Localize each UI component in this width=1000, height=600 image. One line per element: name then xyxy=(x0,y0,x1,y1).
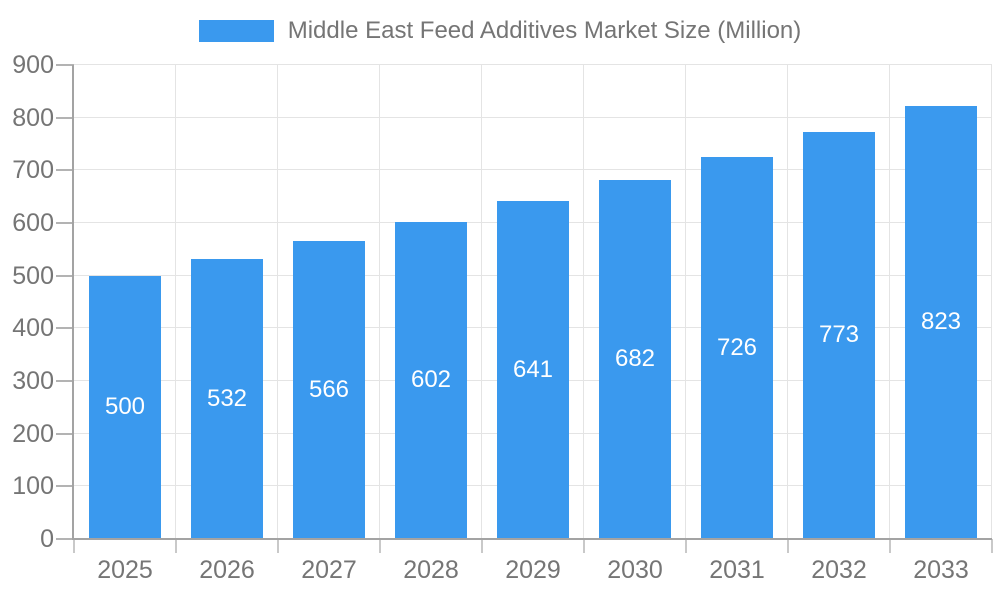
x-axis-tick xyxy=(277,539,279,553)
gridline-horizontal xyxy=(74,116,992,118)
y-axis-tick-label: 0 xyxy=(40,525,54,553)
gridline-vertical xyxy=(787,65,788,539)
bar-2031 xyxy=(701,156,773,539)
y-axis-tick xyxy=(56,64,74,66)
x-axis-tick-label: 2027 xyxy=(301,556,357,584)
x-axis-tick xyxy=(787,539,789,553)
x-axis-tick-label: 2028 xyxy=(403,556,459,584)
gridline-vertical xyxy=(481,65,482,539)
x-axis-tick xyxy=(991,539,993,553)
bar-value-label: 773 xyxy=(818,321,860,349)
y-axis-tick-label: 300 xyxy=(12,367,54,395)
legend-label: Middle East Feed Additives Market Size (… xyxy=(287,17,802,44)
gridline-horizontal xyxy=(74,64,992,65)
bar-value-label: 602 xyxy=(410,366,452,394)
y-axis-tick-label: 900 xyxy=(12,51,54,79)
x-axis-tick xyxy=(175,539,177,553)
gridline-vertical xyxy=(583,65,584,539)
chart-legend: Middle East Feed Additives Market Size (… xyxy=(0,17,1000,45)
bar-2032 xyxy=(803,131,875,539)
bar-value-label: 566 xyxy=(308,375,350,403)
bar-value-label: 682 xyxy=(614,345,656,373)
x-axis-tick-label: 2032 xyxy=(811,556,867,584)
gridline-vertical xyxy=(991,65,992,539)
y-axis-tick xyxy=(56,538,74,540)
y-axis-tick xyxy=(56,485,74,488)
y-axis-tick-label: 200 xyxy=(12,419,54,448)
x-axis-tick xyxy=(481,539,483,553)
bar-value-label: 532 xyxy=(206,384,248,412)
y-axis-tick-label: 600 xyxy=(12,209,54,237)
x-axis-tick xyxy=(379,539,381,553)
bar-2033 xyxy=(905,105,977,539)
gridline-vertical xyxy=(175,65,176,539)
bar-2028 xyxy=(395,221,467,539)
x-axis-tick xyxy=(73,539,75,553)
x-axis-tick-label: 2026 xyxy=(199,556,255,584)
y-axis-tick xyxy=(56,380,74,382)
y-axis-tick-label: 100 xyxy=(12,472,54,501)
x-axis-tick-label: 2033 xyxy=(913,556,969,584)
bar-value-label: 641 xyxy=(512,356,554,384)
y-axis-tick xyxy=(56,327,74,330)
bar-value-label: 726 xyxy=(716,333,758,361)
y-axis-tick xyxy=(56,432,74,435)
bar-2027 xyxy=(293,240,365,539)
gridline-vertical xyxy=(379,65,380,539)
y-axis-tick xyxy=(56,274,74,277)
x-axis-tick-label: 2029 xyxy=(505,556,561,584)
y-axis-tick-label: 500 xyxy=(12,261,54,290)
y-axis-tick xyxy=(56,222,74,224)
x-axis-tick xyxy=(889,539,891,553)
x-axis-line xyxy=(72,538,992,540)
y-axis-tick xyxy=(56,116,74,119)
y-axis-tick-label: 400 xyxy=(12,314,54,343)
y-axis-tick-label: 800 xyxy=(12,103,54,132)
bar-2025 xyxy=(89,275,161,539)
gridline-vertical xyxy=(889,65,890,539)
bar-value-label: 500 xyxy=(104,393,146,421)
x-axis-tick-label: 2030 xyxy=(607,556,663,584)
x-axis-tick-label: 2025 xyxy=(97,556,153,584)
x-axis-tick xyxy=(583,539,585,553)
y-axis-tick-label: 700 xyxy=(12,156,54,185)
y-axis-line xyxy=(72,65,74,539)
gridline-vertical xyxy=(685,65,686,539)
bar-2030 xyxy=(599,179,671,539)
bar-value-label: 823 xyxy=(920,308,962,336)
gridline-horizontal xyxy=(74,169,992,171)
legend-swatch xyxy=(198,20,274,42)
y-axis-tick xyxy=(56,169,74,172)
x-axis-tick-label: 2031 xyxy=(709,556,765,584)
bar-2026 xyxy=(191,258,263,539)
x-axis-tick xyxy=(685,539,687,553)
gridline-vertical xyxy=(277,65,278,539)
bar-2029 xyxy=(497,201,569,539)
